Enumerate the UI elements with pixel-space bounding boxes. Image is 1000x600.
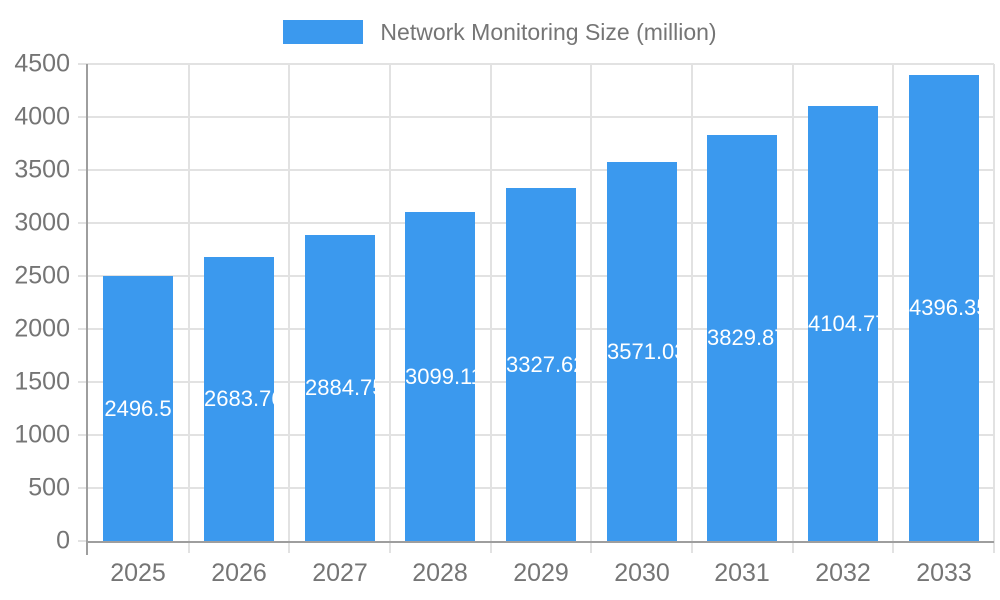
- bar-value-text: 3829.87: [707, 325, 777, 350]
- y-axis-tick-label: 4000: [14, 102, 70, 131]
- bar-2026[interactable]: [204, 257, 274, 541]
- x-axis-tick-label: 2027: [312, 559, 368, 587]
- y-gridline: [88, 63, 994, 65]
- y-gridline: [88, 169, 994, 171]
- x-axis-tick-label: 2033: [916, 559, 972, 587]
- x-tick-mark: [691, 541, 693, 553]
- x-gridline: [993, 64, 995, 541]
- bar-value-label: 2884.75: [305, 375, 375, 401]
- x-tick-mark: [188, 541, 190, 553]
- bar-value-label: 3571.03: [607, 339, 677, 365]
- x-axis-line: [86, 541, 994, 543]
- x-gridline: [188, 64, 190, 541]
- bar-value-label: 3327.62: [506, 352, 576, 378]
- bar-2025[interactable]: [103, 276, 173, 541]
- bar-value-text: 4104.77: [808, 311, 878, 336]
- bar-2030[interactable]: [607, 162, 677, 541]
- y-tick-mark: [78, 434, 88, 436]
- x-tick-mark: [590, 541, 592, 553]
- y-axis-tick-label: 4500: [14, 49, 70, 78]
- chart-legend[interactable]: Network Monitoring Size (million): [0, 14, 1000, 50]
- bar-value-label: 3099.11: [405, 364, 475, 390]
- x-tick-mark: [288, 541, 290, 553]
- x-axis-tick-label: 2029: [513, 559, 569, 587]
- x-axis-tick-label: 2025: [110, 559, 166, 587]
- y-tick-mark: [78, 222, 88, 224]
- y-axis-tick-label: 3000: [14, 208, 70, 237]
- y-tick-mark: [78, 381, 88, 383]
- x-tick-mark: [993, 541, 995, 553]
- bar-2028[interactable]: [405, 212, 475, 541]
- y-axis-tick-label: 3500: [14, 155, 70, 184]
- y-axis-tick-label: 1000: [14, 420, 70, 449]
- y-axis-tick-label: 500: [28, 473, 70, 502]
- bar-value-text: 3099.11: [405, 364, 475, 389]
- x-gridline: [691, 64, 693, 541]
- x-tick-mark: [792, 541, 794, 553]
- bar-2033[interactable]: [909, 75, 979, 541]
- x-gridline: [892, 64, 894, 541]
- y-tick-mark: [78, 63, 88, 65]
- bar-2031[interactable]: [707, 135, 777, 541]
- y-tick-mark: [78, 487, 88, 489]
- bar-2032[interactable]: [808, 106, 878, 541]
- bar-2027[interactable]: [305, 235, 375, 541]
- bar-value-label: 4396.35: [909, 295, 979, 321]
- x-axis-tick-label: 2028: [412, 559, 468, 587]
- bar-2029[interactable]: [506, 188, 576, 541]
- x-gridline: [288, 64, 290, 541]
- y-tick-mark: [78, 275, 88, 277]
- legend-label: Network Monitoring Size (million): [380, 18, 717, 45]
- y-axis-tick-label: 1500: [14, 367, 70, 396]
- y-gridline: [88, 116, 994, 118]
- y-tick-mark: [78, 169, 88, 171]
- x-tick-mark: [490, 541, 492, 553]
- x-axis-tick-label: 2032: [815, 559, 871, 587]
- x-axis-tick-label: 2031: [714, 559, 770, 587]
- bar-value-text: 2884.75: [305, 375, 375, 400]
- bar-value-label: 3829.87: [707, 325, 777, 351]
- bar-value-text: 3571.03: [607, 339, 677, 364]
- bar-value-label: 2683.76: [204, 386, 274, 412]
- x-gridline: [792, 64, 794, 541]
- y-tick-mark: [78, 540, 88, 542]
- y-tick-mark: [78, 116, 88, 118]
- x-gridline: [490, 64, 492, 541]
- y-axis-tick-label: 2500: [14, 261, 70, 290]
- bar-value-text: 2683.76: [204, 386, 274, 411]
- bar-value-text: 4396.35: [909, 295, 979, 320]
- bar-value-label: 4104.77: [808, 311, 878, 337]
- y-axis-line: [86, 64, 88, 555]
- x-gridline: [590, 64, 592, 541]
- y-axis-tick-label: 2000: [14, 314, 70, 343]
- y-tick-mark: [78, 328, 88, 330]
- x-gridline: [389, 64, 391, 541]
- bar-value-text: 3327.62: [506, 352, 576, 377]
- x-axis-tick-label: 2030: [614, 559, 670, 587]
- x-axis-tick-label: 2026: [211, 559, 267, 587]
- y-axis-tick-label: 0: [56, 526, 70, 555]
- bar-value-label: 2496.5: [103, 396, 173, 422]
- x-tick-mark: [892, 541, 894, 553]
- legend-swatch-icon: [283, 20, 364, 44]
- x-tick-mark: [389, 541, 391, 553]
- bar-value-text: 2496.5: [104, 396, 172, 421]
